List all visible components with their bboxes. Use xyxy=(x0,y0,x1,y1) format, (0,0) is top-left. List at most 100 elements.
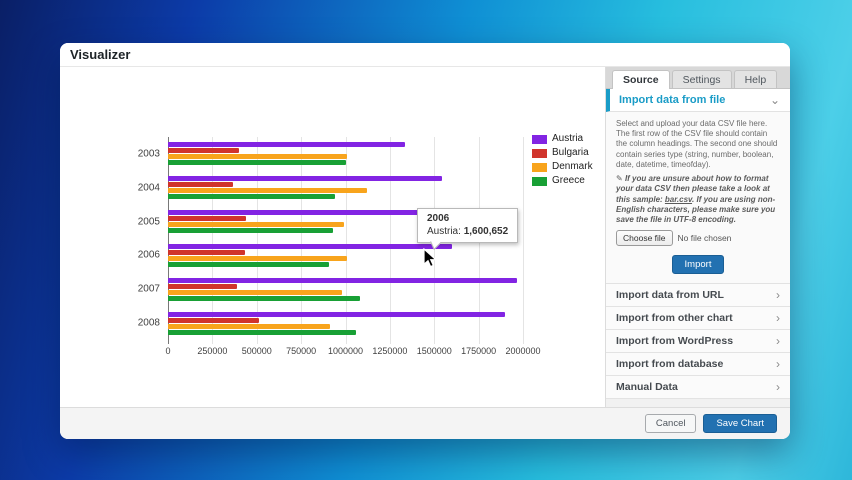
legend-swatch-icon xyxy=(532,134,547,144)
bar-greece-2008[interactable] xyxy=(168,329,357,335)
import-file-content: Select and upload your data CSV file her… xyxy=(606,112,790,285)
tooltip-value: 1,600,652 xyxy=(463,226,509,237)
bar-bulgaria-2006[interactable] xyxy=(168,249,246,255)
bar-group-2005: 2005 xyxy=(138,205,523,239)
choose-file-button[interactable]: Choose file xyxy=(616,230,673,247)
legend-swatch-icon xyxy=(532,148,547,158)
y-category-label: 2008 xyxy=(137,317,160,329)
legend-item-bulgaria: Bulgaria xyxy=(532,148,593,158)
tooltip-series-label: Austria: xyxy=(427,226,461,237)
y-category-label: 2007 xyxy=(137,283,160,295)
note-suffix: . If you are using non-English character… xyxy=(616,194,776,225)
bar-group-2008: 2008 xyxy=(138,306,523,340)
x-tick-label: 1750000 xyxy=(461,346,497,356)
x-tick-label: 1000000 xyxy=(327,346,364,356)
legend-swatch-icon xyxy=(532,162,547,172)
bar-bulgaria-2007[interactable] xyxy=(168,283,238,289)
section-label: Manual Data xyxy=(616,381,678,394)
bar-greece-2005[interactable] xyxy=(168,228,334,234)
tab-source[interactable]: Source xyxy=(612,70,670,89)
bar-group-2004: 2004 xyxy=(138,171,523,205)
y-category-label: 2004 xyxy=(137,182,160,194)
bar-denmark-2003[interactable] xyxy=(168,154,348,160)
bar-denmark-2008[interactable] xyxy=(168,323,331,329)
x-tick-label: 0 xyxy=(165,346,171,356)
sidebar-tabs: Source Settings Help xyxy=(606,67,790,89)
chevron-right-icon: › xyxy=(776,380,780,395)
section-import-data-from-url[interactable]: Import data from URL › xyxy=(606,284,790,308)
bar-bulgaria-2005[interactable] xyxy=(168,216,247,222)
section-title: Import data from file xyxy=(619,94,726,106)
import-file-note: ✎ If you are unsure about how to format … xyxy=(616,174,780,225)
section-label: Import data from URL xyxy=(616,289,724,302)
import-file-description: Select and upload your data CSV file her… xyxy=(616,119,778,169)
note-prefix: If you are unsure about how to format yo… xyxy=(616,174,770,204)
visualizer-modal: Visualizer 2003 2004 2005 2006 2007 2008 0 250… xyxy=(60,43,790,439)
bar-greece-2004[interactable] xyxy=(168,194,336,200)
save-chart-button[interactable]: Save Chart xyxy=(703,414,777,433)
bar-denmark-2006[interactable] xyxy=(168,255,347,261)
section-label: Import from database xyxy=(616,358,724,371)
gridline xyxy=(256,137,258,344)
bar-denmark-2004[interactable] xyxy=(168,188,367,194)
bar-denmark-2007[interactable] xyxy=(168,289,342,295)
section-label: Import from other chart xyxy=(616,312,733,325)
mouse-cursor-icon xyxy=(423,248,438,268)
chevron-right-icon: › xyxy=(776,357,780,372)
tooltip-category: 2006 xyxy=(427,213,450,224)
bar-austria-2004[interactable] xyxy=(168,176,443,182)
sample-csv-link[interactable]: bar.csv xyxy=(664,194,693,204)
tab-settings[interactable]: Settings xyxy=(671,70,732,88)
bar-austria-2005[interactable] xyxy=(168,210,424,216)
y-category-label: 2005 xyxy=(137,216,160,228)
bar-bulgaria-2003[interactable] xyxy=(168,148,239,154)
bar-austria-2006[interactable] xyxy=(168,243,453,249)
rate-it-link[interactable]: Rate it! xyxy=(716,406,743,407)
section-import-from-wordpress[interactable]: Import from WordPress › xyxy=(606,330,790,354)
section-manual-data[interactable]: Manual Data › xyxy=(606,376,790,400)
legend-label: Bulgaria xyxy=(552,147,589,158)
chart-preview-panel: 2003 2004 2005 2006 2007 2008 0 250000 500000 75… xyxy=(60,67,605,407)
bar-denmark-2005[interactable] xyxy=(168,222,345,228)
cancel-button[interactable]: Cancel xyxy=(644,414,697,433)
section-import-from-database[interactable]: Import from database › xyxy=(606,353,790,377)
y-category-label: 2003 xyxy=(137,148,160,160)
legend-item-denmark: Denmark xyxy=(532,162,593,172)
bar-austria-2008[interactable] xyxy=(168,311,506,317)
chart-tooltip: 2006 Austria: 1,600,652 xyxy=(417,208,519,243)
bar-greece-2003[interactable] xyxy=(168,160,347,166)
chevron-down-icon: ⌄ xyxy=(769,93,780,107)
bar-bulgaria-2004[interactable] xyxy=(168,182,233,188)
tab-help[interactable]: Help xyxy=(733,70,778,88)
bar-bulgaria-2008[interactable] xyxy=(168,317,259,323)
section-import-data-from-file[interactable]: Import data from file ⌄ xyxy=(606,89,790,112)
y-category-label: 2006 xyxy=(137,249,160,261)
modal-footer: Cancel Save Chart xyxy=(60,407,790,439)
bar-greece-2007[interactable] xyxy=(168,295,360,301)
gridline xyxy=(523,137,524,344)
modal-body: 2003 2004 2005 2006 2007 2008 0 250000 500000 75… xyxy=(60,67,790,407)
x-axis-ticks: 0 250000 500000 750000 1000000 1250000 1500000… xyxy=(165,346,540,358)
page-title: Visualizer xyxy=(70,47,131,62)
section-label: Import from WordPress xyxy=(616,335,734,348)
bar-austria-2003[interactable] xyxy=(168,142,406,148)
rating-block: Hate it? Love it? Rate it! Visualizer © … xyxy=(606,399,790,407)
legend-label: Austria xyxy=(552,133,584,144)
no-file-chosen-text: No file chosen xyxy=(677,233,732,244)
import-button[interactable]: Import xyxy=(671,255,725,275)
bar-austria-2007[interactable] xyxy=(168,277,517,283)
chevron-right-icon: › xyxy=(776,288,780,303)
legend-label: Greece xyxy=(552,175,585,186)
legend-item-austria: Austria xyxy=(532,134,593,144)
rating-prefix: Hate it? Love it? xyxy=(653,406,717,407)
bar-group-2006: 2006 xyxy=(138,239,523,273)
note-icon: ✎ xyxy=(616,174,623,184)
x-tick-label: 250000 xyxy=(197,346,228,356)
bar-greece-2006[interactable] xyxy=(168,261,329,267)
legend-swatch-icon xyxy=(532,176,547,186)
gridline xyxy=(212,137,214,344)
gridline xyxy=(345,137,347,344)
x-tick-label: 2000000 xyxy=(505,346,541,356)
section-import-from-other-chart[interactable]: Import from other chart › xyxy=(606,307,790,331)
